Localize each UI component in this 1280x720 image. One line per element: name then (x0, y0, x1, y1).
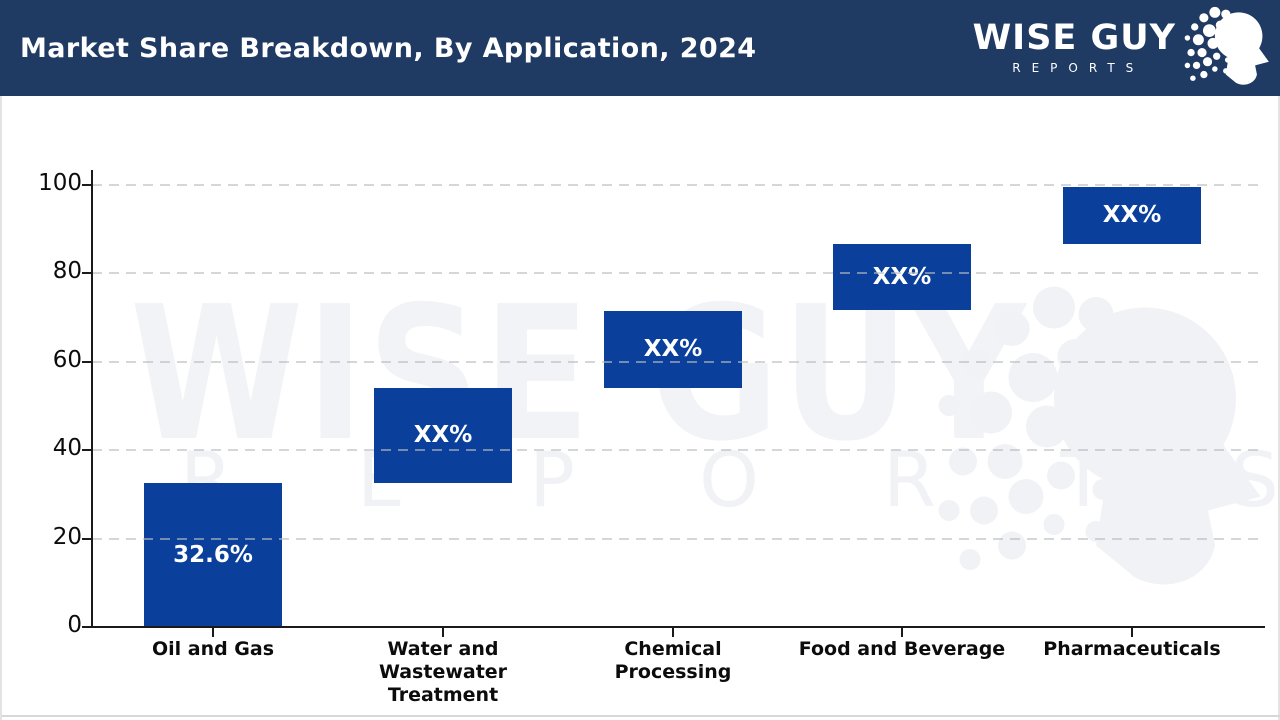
bar-value-label: XX% (1102, 202, 1162, 229)
x-category-label: Oil and Gas (97, 638, 329, 661)
x-category-label-line: Pharmaceuticals (1043, 638, 1221, 660)
y-tick-mark (82, 272, 91, 274)
chart-canvas: WISE GUY R E P O R T S 0 20 40 60 80 100 32.6%… (0, 96, 1280, 720)
x-tick-mark (1131, 628, 1133, 637)
waterfall-bar: XX% (1063, 187, 1201, 244)
watermark-dotted-head-icon (938, 286, 1261, 585)
gridline (92, 360, 1264, 363)
wise-guy-logo: WISE GUY REPORTS (973, 5, 1270, 91)
waterfall-bar: 32.6% (144, 482, 282, 627)
bar-value-label: XX% (413, 422, 473, 449)
x-category-label-line: Wastewater (378, 661, 508, 684)
waterfall-chart: 0 20 40 60 80 100 32.6% XX% XX% XX% XX% Oil and Gas… (2, 96, 1280, 720)
y-tick-mark (82, 183, 91, 186)
y-tick-label: 20 (52, 523, 82, 550)
dotted-head-logo-icon (1184, 6, 1269, 85)
y-tick-label: 100 (38, 169, 82, 196)
x-category-label: Water and Wastewater Treatment (327, 638, 559, 708)
y-axis-line (91, 170, 93, 628)
bar-value-label: 32.6% (173, 541, 253, 568)
gridline (92, 449, 1264, 451)
logo-subtitle: REPORTS (1012, 61, 1145, 75)
y-tick-label: 0 (67, 612, 82, 638)
watermark-wordmark: WISE GUY (130, 266, 1029, 482)
x-tick-mark (212, 628, 214, 637)
gridline (92, 537, 1264, 540)
x-category-label: Food and Beverage (786, 638, 1018, 661)
y-tick-mark (82, 537, 91, 540)
x-tick-mark (901, 628, 903, 637)
x-tick-mark (442, 628, 444, 637)
y-tick-mark (82, 626, 91, 628)
bar-value-label: XX% (643, 336, 703, 363)
x-category-label-line: Chemical (624, 638, 722, 660)
bottom-rule (2, 715, 1280, 717)
chart-title: Market Share Breakdown, By Application, … (20, 32, 757, 64)
bar-value-label: XX% (872, 263, 932, 290)
y-tick-label: 80 (52, 258, 82, 284)
waterfall-bar: XX% (604, 310, 742, 389)
x-category-label-line: Water and (387, 638, 499, 660)
x-category-label: Pharmaceuticals (1016, 638, 1248, 661)
y-tick-mark (82, 449, 91, 451)
y-tick-mark (82, 360, 91, 363)
gridline (92, 183, 1264, 186)
x-category-label-line: Food and Beverage (798, 638, 1006, 660)
x-category-label-line: Processing (614, 661, 732, 684)
logo-wordmark: WISE GUY (972, 18, 1176, 58)
y-tick-label: 40 (52, 435, 82, 461)
x-tick-mark (672, 628, 674, 637)
gridline (92, 272, 1264, 274)
logo-text: WISE GUY REPORTS (972, 18, 1176, 76)
x-category-label-line: Treatment (387, 684, 499, 707)
y-tick-label: 60 (52, 346, 82, 373)
x-category-label-line: Oil and Gas (151, 638, 275, 660)
x-category-label: Chemical Processing (557, 638, 789, 684)
header-bar: Market Share Breakdown, By Application, … (0, 0, 1280, 96)
waterfall-bar: XX% (833, 243, 971, 311)
x-axis-line (91, 626, 1265, 628)
waterfall-bar: XX% (374, 388, 512, 483)
